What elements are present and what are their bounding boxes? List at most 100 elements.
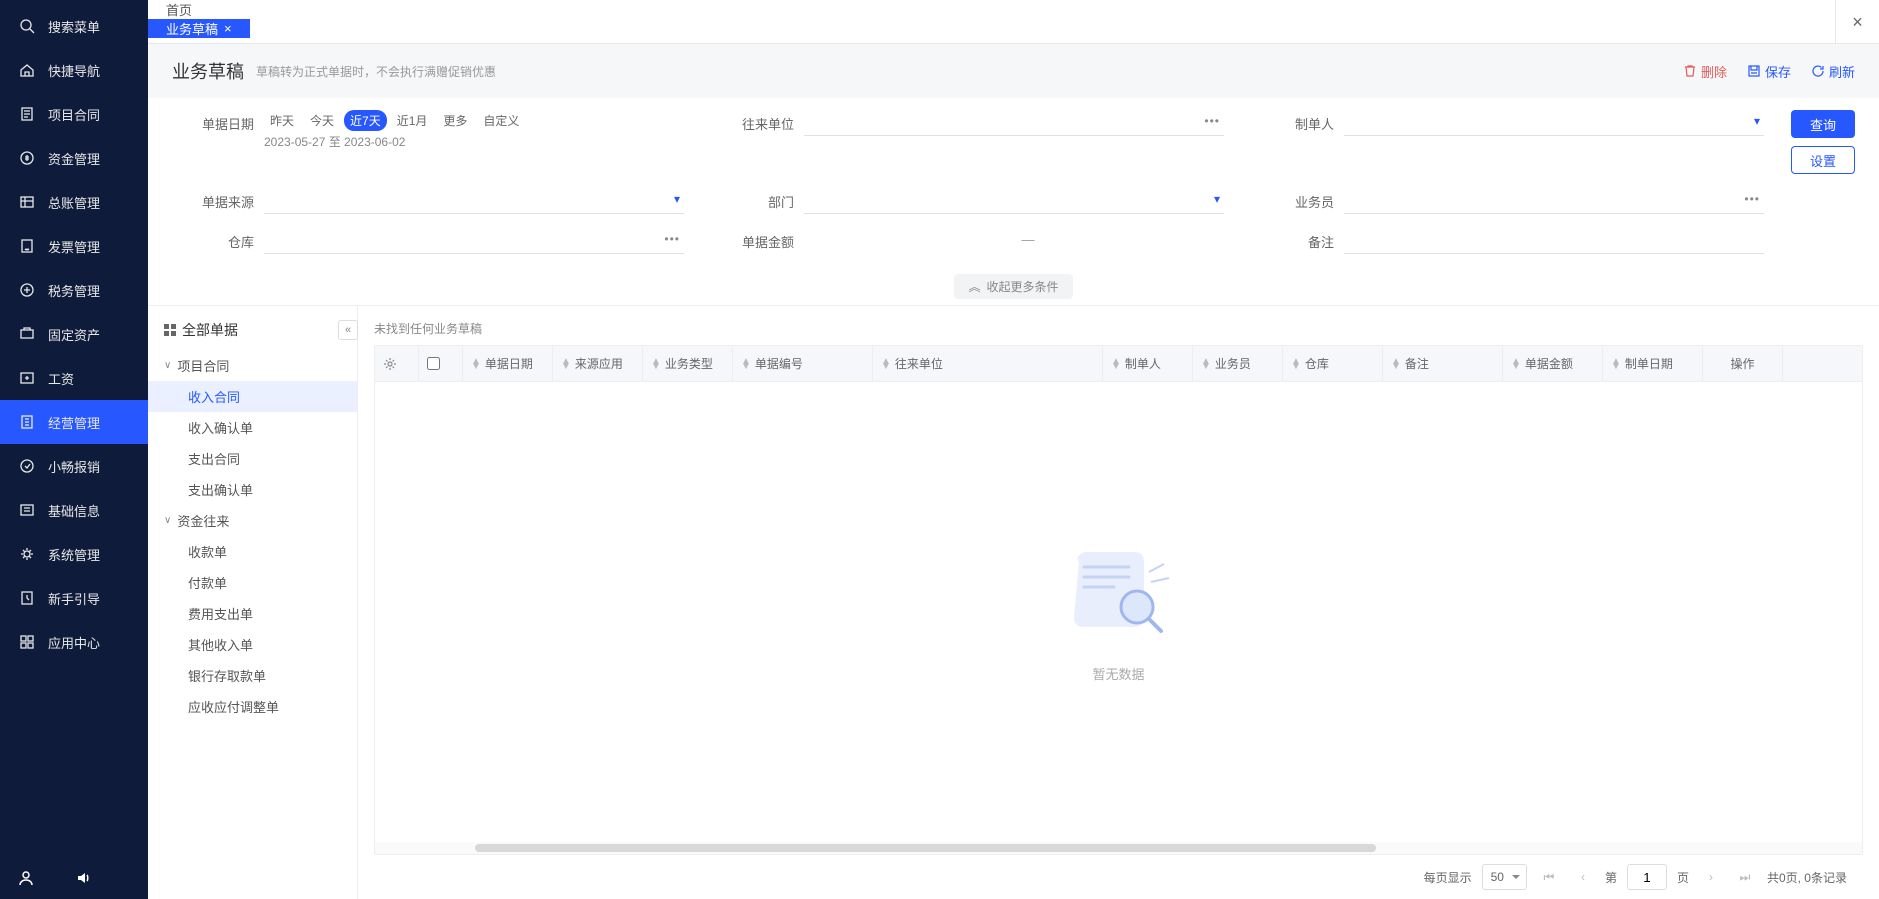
page-input[interactable] [1627, 864, 1667, 890]
settings-button[interactable]: 设置 [1791, 146, 1855, 174]
query-button[interactable]: 查询 [1791, 110, 1855, 138]
sort-icon[interactable]: ▲▼ [741, 359, 751, 369]
sort-icon[interactable]: ▲▼ [651, 359, 661, 369]
tree-leaf[interactable]: 其他收入单 [148, 629, 357, 660]
sidebar-item-apps[interactable]: 应用中心 [0, 620, 148, 664]
save-button[interactable]: 保存 [1747, 62, 1791, 81]
close-all-tabs-button[interactable]: × [1835, 0, 1879, 44]
sort-icon[interactable]: ▲▼ [1201, 359, 1211, 369]
sidebar-item-salary[interactable]: 工资 [0, 356, 148, 400]
table-column-biz_type[interactable]: ▲▼业务类型 [643, 346, 733, 381]
partner-input[interactable] [804, 110, 1224, 136]
tree-leaf[interactable]: 支出合同 [148, 443, 357, 474]
sidebar-item-guide[interactable]: 新手引导 [0, 576, 148, 620]
first-page-button[interactable]: ⏮ [1537, 865, 1561, 889]
tree-group[interactable]: ∨资金往来 [148, 505, 357, 536]
close-icon[interactable]: × [224, 21, 232, 36]
table-column-gear[interactable] [375, 346, 419, 381]
sidebar-item-business[interactable]: 经营管理 [0, 400, 148, 444]
sidebar-item-search[interactable]: 搜索菜单 [0, 4, 148, 48]
sidebar-item-ledger[interactable]: 总账管理 [0, 180, 148, 224]
sound-icon[interactable] [76, 870, 94, 888]
collapse-tree-button[interactable]: « [338, 320, 358, 340]
table-column-amount[interactable]: ▲▼单据金额 [1503, 346, 1603, 381]
table-column-create_date[interactable]: ▲▼制单日期 [1603, 346, 1703, 381]
date-option[interactable]: 自定义 [477, 110, 525, 131]
tree-leaf[interactable]: 银行存取款单 [148, 660, 357, 691]
collapse-filters-button[interactable]: ︽ 收起更多条件 [954, 274, 1072, 299]
refresh-button[interactable]: 刷新 [1811, 62, 1855, 81]
sort-icon[interactable]: ▲▼ [1391, 359, 1401, 369]
tree-leaf[interactable]: 收款单 [148, 536, 357, 567]
sort-icon[interactable]: ▲▼ [561, 359, 571, 369]
sidebar-item-contract[interactable]: 项目合同 [0, 92, 148, 136]
more-icon[interactable]: ••• [1744, 192, 1760, 206]
chevron-down-icon[interactable]: ▾ [1214, 192, 1220, 206]
tree-leaf[interactable]: 费用支出单 [148, 598, 357, 629]
sidebar-item-home[interactable]: 快捷导航 [0, 48, 148, 92]
table-column-remark[interactable]: ▲▼备注 [1383, 346, 1503, 381]
table-column-warehouse[interactable]: ▲▼仓库 [1283, 346, 1383, 381]
table-column-partner[interactable]: ▲▼往来单位 [873, 346, 1103, 381]
chevron-down-icon[interactable]: ▾ [1754, 114, 1760, 128]
refresh-icon [1811, 64, 1825, 78]
dept-input[interactable] [804, 188, 1224, 214]
tree-leaf[interactable]: 收入确认单 [148, 412, 357, 443]
tree-group[interactable]: ∨项目合同 [148, 350, 357, 381]
filter-label-salesman: 业务员 [1252, 188, 1344, 211]
delete-button[interactable]: 删除 [1683, 62, 1727, 81]
chevron-down-icon[interactable]: ▾ [674, 192, 680, 206]
table-column-check[interactable] [419, 346, 463, 381]
sidebar-item-info[interactable]: 基础信息 [0, 488, 148, 532]
source-input[interactable] [264, 188, 684, 214]
sort-icon[interactable]: ▲▼ [471, 359, 481, 369]
tab[interactable]: 业务草稿× [148, 19, 250, 38]
more-icon[interactable]: ••• [664, 232, 680, 246]
last-page-button[interactable]: ⏭ [1733, 865, 1757, 889]
user-icon[interactable] [18, 870, 36, 888]
sidebar-item-system[interactable]: 系统管理 [0, 532, 148, 576]
per-page-label: 每页显示 [1424, 869, 1472, 886]
salesman-input[interactable] [1344, 188, 1764, 214]
table-column-creator[interactable]: ▲▼制单人 [1103, 346, 1193, 381]
sort-icon[interactable]: ▲▼ [1111, 359, 1121, 369]
sidebar-item-invoice[interactable]: 发票管理 [0, 224, 148, 268]
tab[interactable]: 首页 [148, 0, 250, 19]
date-option[interactable]: 昨天 [264, 110, 300, 131]
tree-leaf[interactable]: 应收应付调整单 [148, 691, 357, 722]
table-column-ops[interactable]: 操作 [1703, 346, 1783, 381]
select-all-checkbox[interactable] [427, 357, 440, 370]
per-page-select[interactable]: 50 [1482, 864, 1527, 890]
remark-input[interactable] [1344, 228, 1764, 254]
column-label: 操作 [1730, 355, 1754, 372]
table-column-salesman[interactable]: ▲▼业务员 [1193, 346, 1283, 381]
date-option[interactable]: 近7天 [344, 110, 387, 131]
table-column-bill_date[interactable]: ▲▼单据日期 [463, 346, 553, 381]
sort-icon[interactable]: ▲▼ [1611, 359, 1621, 369]
sidebar-item-label: 经营管理 [48, 413, 100, 432]
date-option[interactable]: 更多 [437, 110, 473, 131]
sort-icon[interactable]: ▲▼ [1511, 359, 1521, 369]
creator-input[interactable] [1344, 110, 1764, 136]
tree-group-label: 资金往来 [177, 511, 229, 530]
warehouse-input[interactable] [264, 228, 684, 254]
tree-leaf[interactable]: 付款单 [148, 567, 357, 598]
date-option[interactable]: 今天 [304, 110, 340, 131]
table-column-source_app[interactable]: ▲▼来源应用 [553, 346, 643, 381]
table-column-bill_no[interactable]: ▲▼单据编号 [733, 346, 873, 381]
more-icon[interactable]: ••• [1204, 114, 1220, 128]
sidebar-item-reimburse[interactable]: 小畅报销 [0, 444, 148, 488]
sidebar-item-asset[interactable]: 固定资产 [0, 312, 148, 356]
sort-icon[interactable]: ▲▼ [881, 359, 891, 369]
prev-page-button[interactable]: ‹ [1571, 865, 1595, 889]
horizontal-scrollbar[interactable] [375, 842, 1862, 854]
sidebar-item-label: 总账管理 [48, 193, 100, 212]
sort-icon[interactable]: ▲▼ [1291, 359, 1301, 369]
next-page-button[interactable]: › [1699, 865, 1723, 889]
gear-icon[interactable] [383, 357, 397, 371]
date-option[interactable]: 近1月 [391, 110, 434, 131]
tree-leaf[interactable]: 收入合同 [148, 381, 357, 412]
sidebar-item-money[interactable]: 资金管理 [0, 136, 148, 180]
sidebar-item-tax[interactable]: 税务管理 [0, 268, 148, 312]
tree-leaf[interactable]: 支出确认单 [148, 474, 357, 505]
